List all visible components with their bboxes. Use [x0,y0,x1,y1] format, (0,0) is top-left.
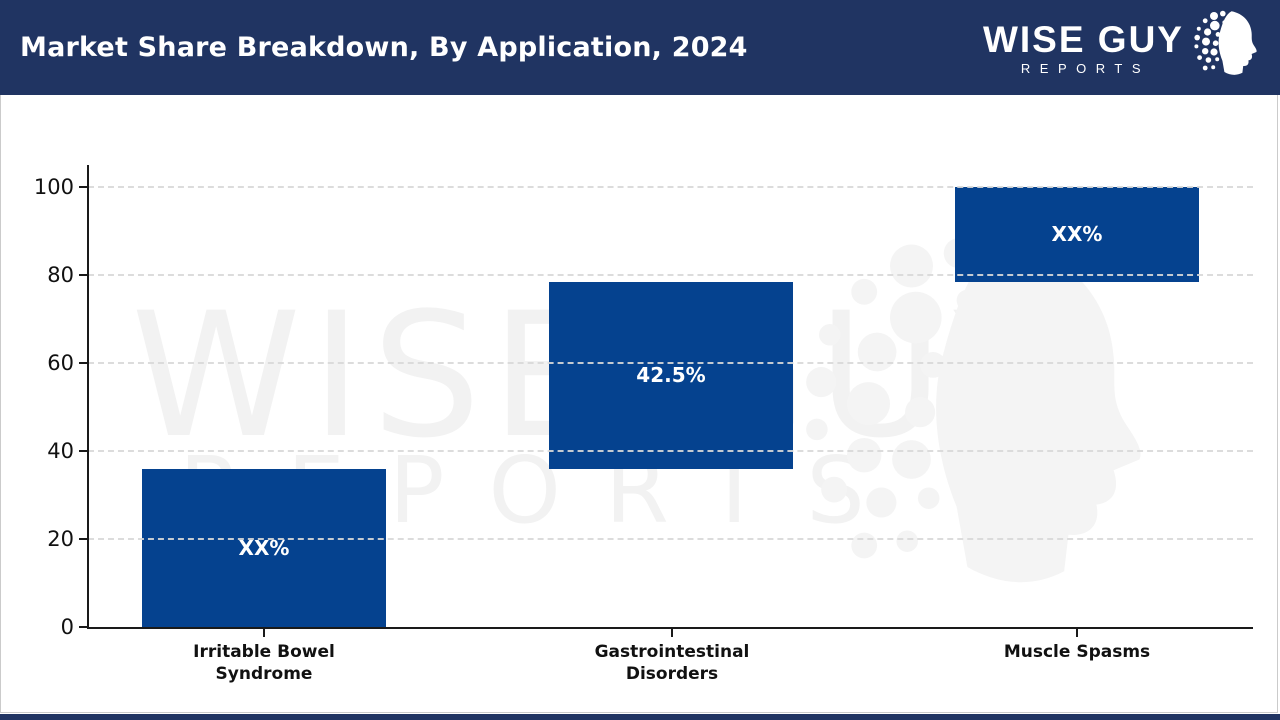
y-tick-mark [79,538,88,540]
x-category-label: Muscle Spasms [1003,642,1151,662]
gridline-60 [88,362,1253,364]
wiseguy-face-icon [1194,10,1257,75]
gridline-100 [88,186,1253,188]
x-category-label: Irritable Bowel Syndrome [193,642,335,685]
x-tick-mark [263,629,265,637]
y-tick-label: 100 [33,175,74,199]
footer-strip [0,714,1280,720]
x-axis-line [88,627,1253,629]
logo-wordmark: WISE GUY [982,18,1184,60]
gridline-80 [88,274,1253,276]
x-tick-mark [671,629,673,637]
y-tick-label: 20 [47,527,74,551]
bar-value-label: 42.5% [636,363,706,388]
y-tick-mark [79,450,88,452]
y-tick-mark [79,274,88,276]
page-title: Market Share Breakdown, By Application, … [20,32,748,63]
bar-2 [549,281,793,469]
y-tick-mark [79,362,88,364]
y-tick-label: 60 [47,351,74,375]
gridline-40 [88,450,1253,452]
bar-3 [955,187,1199,282]
bar-value-label: XX% [1051,222,1103,247]
x-tick-mark [1076,629,1078,637]
y-tick-label: 0 [60,615,74,639]
logo-text: WISE GUY REPORTS [983,21,1184,75]
header-bar: Market Share Breakdown, By Application, … [0,0,1280,95]
bar-value-label: XX% [238,535,290,560]
y-tick-mark [79,186,88,188]
y-tick-mark [79,626,88,628]
x-category-label: Gastrointestinal Disorders [594,642,750,685]
y-axis-line [87,165,89,629]
wiseguy-logo: WISE GUY REPORTS [983,8,1266,88]
bar-1 [142,468,386,627]
logo-reports-label: REPORTS [1020,60,1151,76]
gridline-20 [88,538,1253,540]
y-tick-label: 40 [47,439,74,463]
y-tick-label: 80 [47,263,74,287]
